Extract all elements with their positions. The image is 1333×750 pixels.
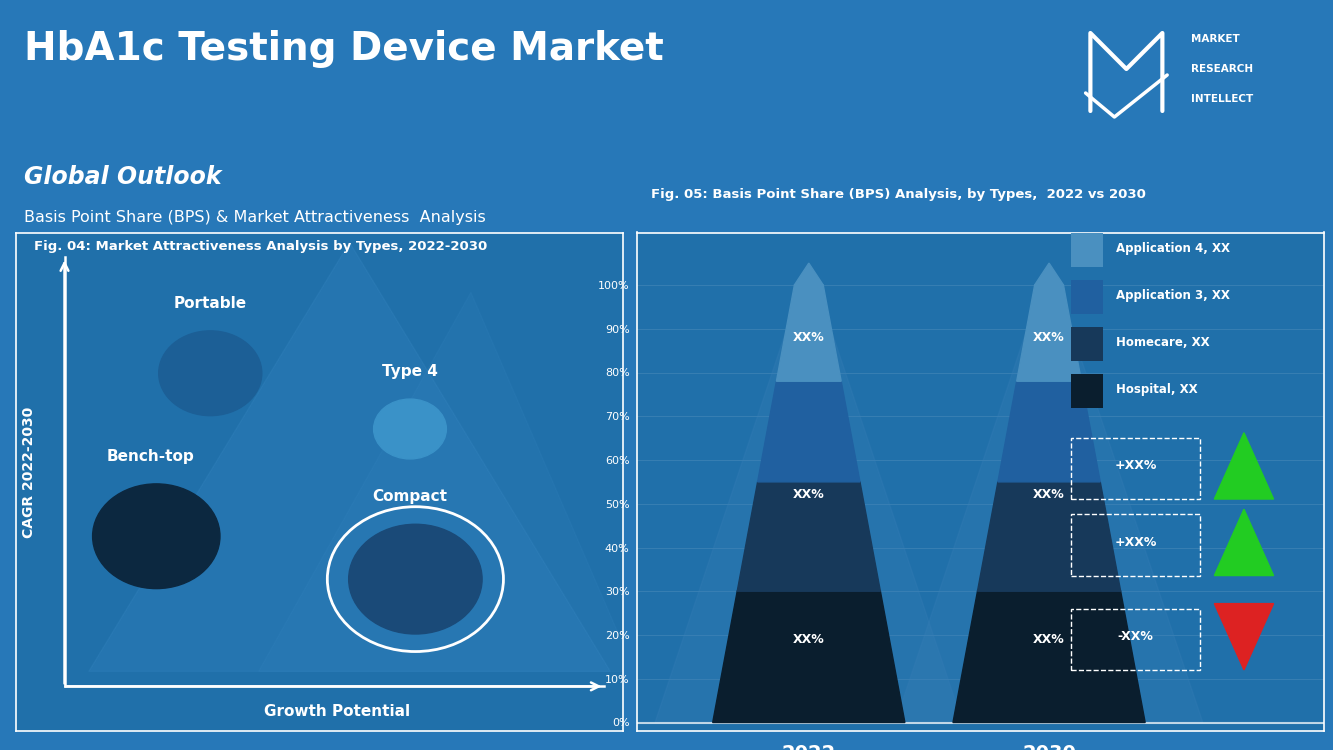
Polygon shape <box>259 292 635 671</box>
FancyBboxPatch shape <box>1072 327 1104 361</box>
Text: MARKET: MARKET <box>1192 34 1240 44</box>
Text: XX%: XX% <box>1033 488 1065 502</box>
Polygon shape <box>713 591 905 722</box>
Text: Global Outlook: Global Outlook <box>24 165 221 189</box>
FancyBboxPatch shape <box>1072 374 1104 408</box>
FancyBboxPatch shape <box>1072 280 1104 314</box>
Text: XX%: XX% <box>1033 633 1065 646</box>
Polygon shape <box>89 242 611 671</box>
Text: Application 4, XX: Application 4, XX <box>1116 242 1230 255</box>
Polygon shape <box>737 482 880 591</box>
Text: Type 4: Type 4 <box>383 364 439 380</box>
Polygon shape <box>655 263 962 722</box>
Text: Portable: Portable <box>173 296 247 311</box>
Text: Application 3, XX: Application 3, XX <box>1116 289 1229 302</box>
Text: -XX%: -XX% <box>1117 630 1153 644</box>
FancyBboxPatch shape <box>1072 233 1104 267</box>
Text: XX%: XX% <box>793 633 825 646</box>
Polygon shape <box>1017 285 1081 381</box>
Text: +XX%: +XX% <box>1114 460 1157 472</box>
Polygon shape <box>953 591 1145 722</box>
Text: HbA1c Testing Device Market: HbA1c Testing Device Market <box>24 30 664 68</box>
Polygon shape <box>794 263 824 285</box>
Polygon shape <box>977 482 1121 591</box>
Text: Hospital, XX: Hospital, XX <box>1116 382 1197 395</box>
Polygon shape <box>1214 433 1273 499</box>
Text: INTELLECT: INTELLECT <box>1192 94 1253 104</box>
Text: XX%: XX% <box>1033 331 1065 344</box>
Polygon shape <box>896 263 1202 722</box>
Polygon shape <box>89 242 611 671</box>
Polygon shape <box>1214 509 1273 575</box>
Text: Compact: Compact <box>372 489 447 504</box>
Circle shape <box>92 484 220 589</box>
Text: Growth Potential: Growth Potential <box>264 704 411 718</box>
Text: XX%: XX% <box>793 488 825 502</box>
Text: Fig. 04: Market Attractiveness Analysis by Types, 2022-2030: Fig. 04: Market Attractiveness Analysis … <box>35 240 488 253</box>
Text: RESEARCH: RESEARCH <box>1192 64 1253 74</box>
Polygon shape <box>757 381 860 482</box>
Polygon shape <box>998 381 1100 482</box>
Circle shape <box>349 524 483 634</box>
Polygon shape <box>1214 604 1273 670</box>
Text: Basis Point Share (BPS) & Market Attractiveness  Analysis: Basis Point Share (BPS) & Market Attract… <box>24 210 485 225</box>
Text: Fig. 05: Basis Point Share (BPS) Analysis, by Types,  2022 vs 2030: Fig. 05: Basis Point Share (BPS) Analysi… <box>651 188 1146 200</box>
Text: +XX%: +XX% <box>1114 536 1157 549</box>
Text: XX%: XX% <box>793 331 825 344</box>
Text: Homecare, XX: Homecare, XX <box>1116 336 1209 349</box>
Circle shape <box>373 399 447 459</box>
Circle shape <box>159 331 261 416</box>
Polygon shape <box>776 285 841 381</box>
Text: Bench-top: Bench-top <box>107 449 195 464</box>
Polygon shape <box>1034 263 1064 285</box>
Text: CAGR 2022-2030: CAGR 2022-2030 <box>23 406 36 538</box>
